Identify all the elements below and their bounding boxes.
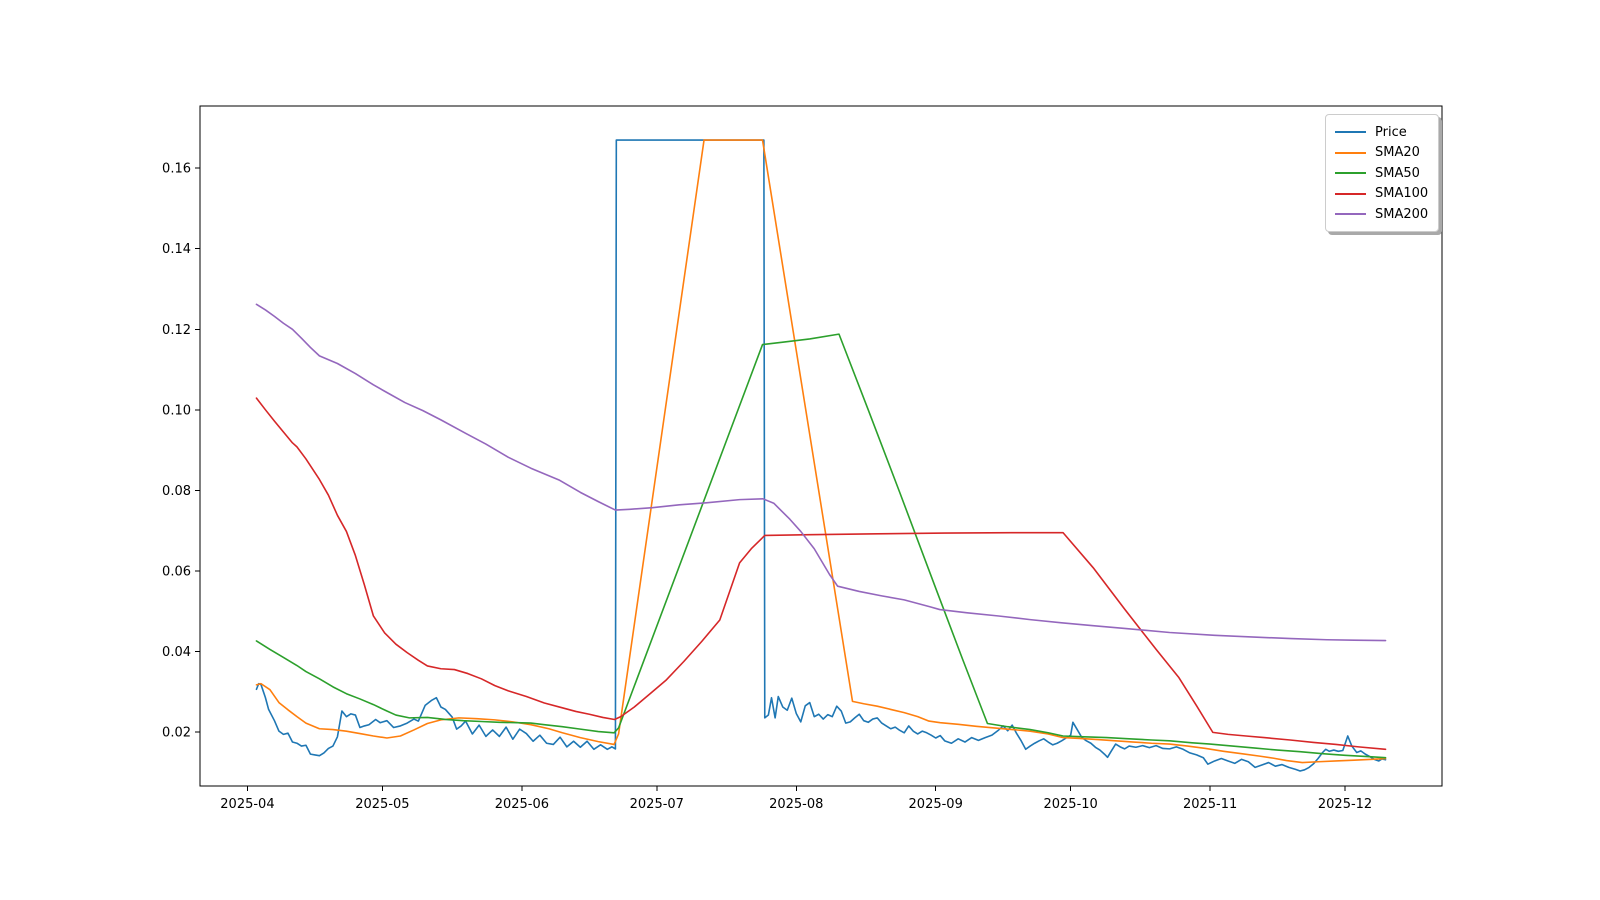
- x-tick-label: 2025-04: [220, 797, 274, 812]
- legend-item-sma200: SMA200: [1335, 204, 1428, 225]
- x-axis: 2025-04 2025-05 2025-06 2025-07 2025-08 2025-…: [220, 786, 1372, 812]
- legend-line-sample: [1335, 172, 1366, 175]
- x-tick-label: 2025-11: [1183, 797, 1237, 812]
- y-tick-label: 0.16: [162, 162, 191, 177]
- x-tick-label: 2025-12: [1318, 797, 1372, 812]
- x-tick-label: 2025-05: [355, 797, 409, 812]
- legend-label: SMA50: [1375, 165, 1420, 181]
- legend-label: SMA20: [1375, 145, 1420, 161]
- series-line-sma20: [255, 139, 1387, 764]
- series-line-sma50: [255, 333, 1387, 759]
- legend-line-sample: [1335, 192, 1366, 195]
- plot-frame: [199, 105, 1443, 787]
- series-line-price: [255, 139, 1387, 772]
- legend-line-sample: [1335, 213, 1366, 216]
- x-tick-label: 2025-06: [495, 797, 549, 812]
- legend-item-sma100: SMA100: [1335, 184, 1428, 205]
- legend-label: Price: [1375, 124, 1407, 140]
- series-line-sma100: [255, 397, 1387, 751]
- y-tick-label: 0.14: [162, 242, 191, 257]
- x-tick-label: 2025-07: [630, 797, 684, 812]
- legend: Price SMA20 SMA50 SMA100 SMA200: [1325, 114, 1440, 232]
- y-tick-label: 0.12: [162, 323, 191, 338]
- legend-item-sma50: SMA50: [1335, 163, 1428, 184]
- series-line-sma200: [255, 303, 1387, 642]
- y-tick-label: 0.10: [162, 403, 191, 418]
- y-tick-label: 0.06: [162, 564, 191, 579]
- legend-item-sma20: SMA20: [1335, 143, 1428, 164]
- legend-line-sample: [1335, 151, 1366, 154]
- x-tick-label: 2025-09: [909, 797, 963, 812]
- series-group: [255, 139, 1387, 772]
- y-tick-label: 0.04: [162, 645, 191, 660]
- legend-line-sample: [1335, 131, 1366, 134]
- y-tick-label: 0.02: [162, 725, 191, 740]
- x-tick-label: 2025-08: [769, 797, 823, 812]
- legend-label: SMA200: [1375, 206, 1429, 222]
- y-axis: 0.02 0.04 0.06 0.08 0.10 0.12 0.14 0.16: [162, 162, 200, 740]
- y-tick-label: 0.08: [162, 484, 191, 499]
- legend-label: SMA100: [1375, 186, 1429, 202]
- x-tick-label: 2025-10: [1043, 797, 1097, 812]
- legend-item-price: Price: [1335, 122, 1428, 143]
